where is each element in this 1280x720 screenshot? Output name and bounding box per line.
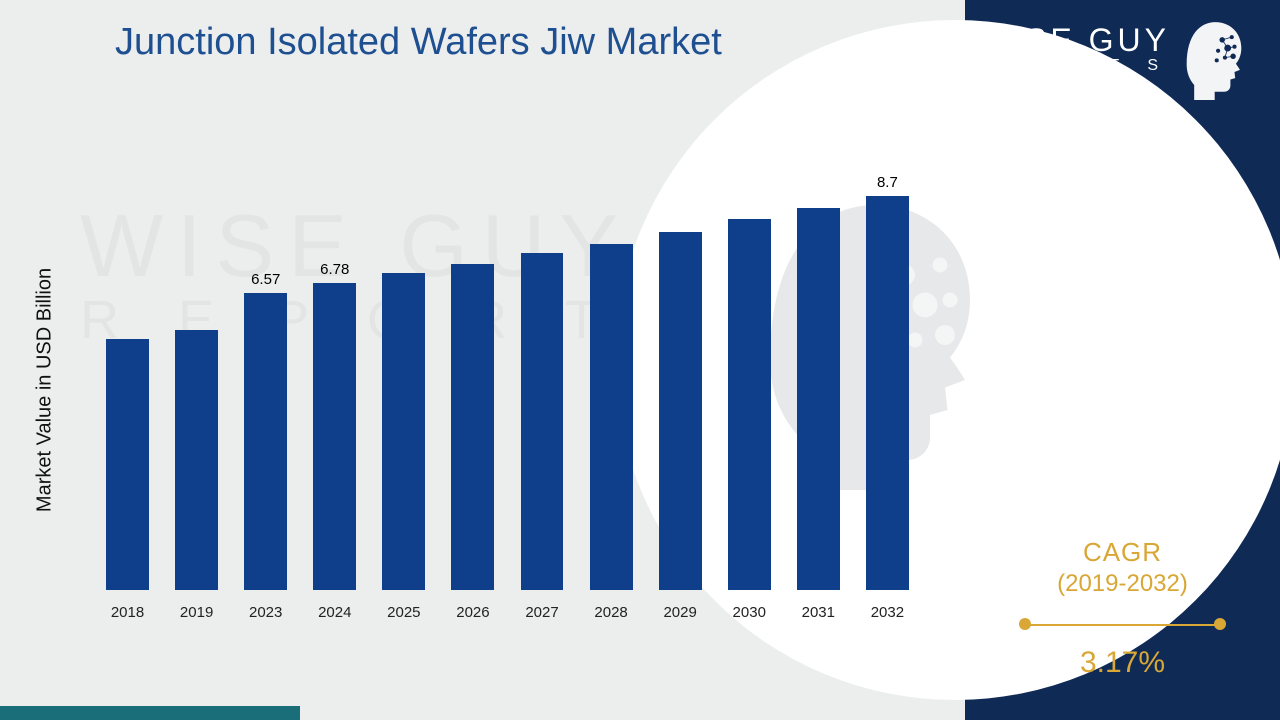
bar xyxy=(797,208,840,590)
bar-slot xyxy=(584,222,639,590)
x-tick-label: 2027 xyxy=(514,598,569,630)
chart-title: Junction Isolated Wafers Jiw Market xyxy=(115,20,722,66)
x-tick-label: 2030 xyxy=(722,598,777,630)
bar xyxy=(106,339,149,590)
bar-slot xyxy=(169,308,224,590)
x-tick-label: 2024 xyxy=(307,598,362,630)
footer-accent-strip xyxy=(0,706,300,720)
bar-value-label: 6.57 xyxy=(251,271,280,289)
bar-slot: 6.57 xyxy=(238,271,293,590)
bar-slot xyxy=(100,317,155,590)
bar xyxy=(659,232,702,590)
bar xyxy=(313,283,356,590)
bar-value-label: 6.78 xyxy=(320,261,349,279)
bar-value-label: 8.7 xyxy=(877,174,898,192)
bar xyxy=(244,293,287,590)
bar xyxy=(521,253,564,590)
logo-line2: R E P O R T S xyxy=(911,56,1170,77)
bar-slot xyxy=(653,210,708,590)
bar-slot xyxy=(791,186,846,590)
x-tick-label: 2026 xyxy=(445,598,500,630)
bar-slot xyxy=(722,197,777,590)
bar xyxy=(382,273,425,590)
x-axis: 2018 2019 2023 2024 2025 2026 2027 2028 2029 2030… xyxy=(100,598,915,630)
bar-slot xyxy=(376,251,431,590)
bar xyxy=(451,264,494,590)
y-axis-label: Market Value in USD Billion xyxy=(34,268,57,512)
x-tick-label: 2025 xyxy=(376,598,431,630)
logo-head-icon xyxy=(1178,18,1250,100)
bar-slot xyxy=(445,242,500,590)
cagr-block: CAGR (2019-2032) 3.17% xyxy=(1005,537,1240,680)
bar-slot: 6.78 xyxy=(307,261,362,590)
bar xyxy=(590,244,633,590)
bar xyxy=(175,330,218,590)
brand-logo: WISE GUY R E P O R T S xyxy=(911,24,1170,77)
cagr-separator xyxy=(1005,612,1240,636)
bar-chart: Market Value in USD Billion 6.576.788.7 … xyxy=(45,150,915,630)
logo-line1: WISE GUY xyxy=(911,24,1170,56)
x-tick-label: 2031 xyxy=(791,598,846,630)
x-tick-label: 2029 xyxy=(653,598,708,630)
x-tick-label: 2018 xyxy=(100,598,155,630)
bar xyxy=(728,219,771,590)
cagr-value: 3.17% xyxy=(1005,646,1240,680)
cagr-range: (2019-2032) xyxy=(1005,570,1240,598)
bars-container: 6.57 6.78 8.7 xyxy=(100,160,915,590)
bar xyxy=(866,196,909,590)
x-tick-label: 2023 xyxy=(238,598,293,630)
bar-slot xyxy=(514,231,569,590)
x-tick-label: 2028 xyxy=(584,598,639,630)
x-tick-label: 2019 xyxy=(169,598,224,630)
bar-slot: 8.7 xyxy=(860,174,915,590)
x-tick-label: 2032 xyxy=(860,598,915,630)
cagr-label: CAGR xyxy=(1005,537,1240,568)
